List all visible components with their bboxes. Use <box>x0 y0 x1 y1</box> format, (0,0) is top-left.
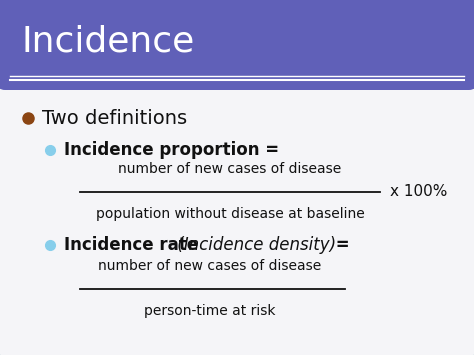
Text: Two definitions: Two definitions <box>42 109 187 127</box>
Text: number of new cases of disease: number of new cases of disease <box>118 162 342 176</box>
Text: population without disease at baseline: population without disease at baseline <box>96 207 365 221</box>
Text: number of new cases of disease: number of new cases of disease <box>99 259 322 273</box>
Text: Incidence proportion =: Incidence proportion = <box>64 141 279 159</box>
Bar <box>10 46 464 82</box>
Text: Incidence: Incidence <box>22 25 195 59</box>
Text: =: = <box>330 236 350 254</box>
Text: (Incidence density): (Incidence density) <box>172 236 336 254</box>
Text: person-time at risk: person-time at risk <box>144 304 276 318</box>
FancyBboxPatch shape <box>0 0 474 90</box>
Text: Incidence rate: Incidence rate <box>64 236 198 254</box>
Text: x 100%: x 100% <box>390 185 447 200</box>
